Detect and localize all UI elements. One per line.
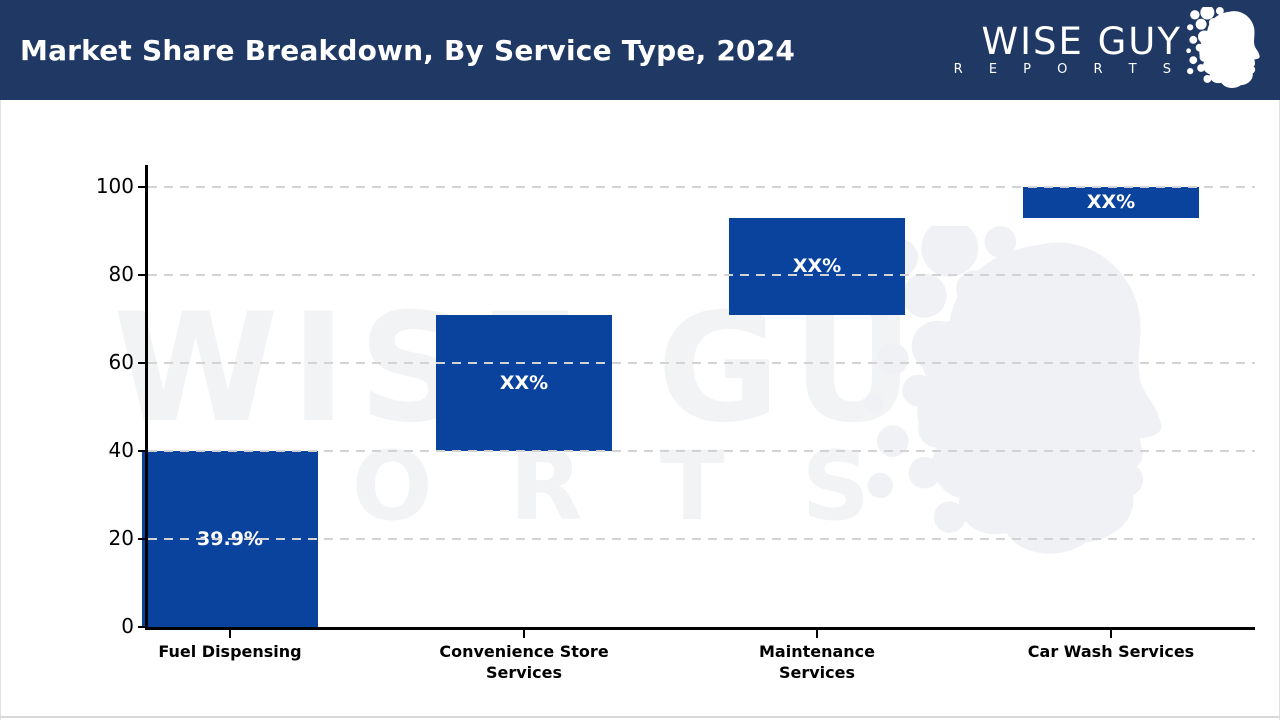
x-axis-tick-mark — [1110, 629, 1112, 638]
y-axis-tick-label: 100 — [95, 174, 134, 198]
bar: XX% — [436, 314, 612, 452]
gridline — [148, 274, 1255, 276]
gridline — [148, 186, 1255, 188]
logo-face-icon — [1186, 7, 1260, 88]
bar-value-label: XX% — [499, 372, 549, 394]
bar-value-label: XX% — [1086, 191, 1136, 214]
x-axis-tick-mark — [816, 629, 818, 638]
y-axis-tick-label: 40 — [108, 438, 134, 462]
logo-subtitle: R E P O R T S — [953, 62, 1182, 78]
x-axis-tick-mark — [229, 629, 231, 638]
x-axis-tick-mark — [523, 629, 525, 638]
y-axis-tick-label: 80 — [108, 262, 134, 286]
axis-left-spine — [145, 165, 148, 630]
header: Market Share Breakdown, By Service Type,… — [0, 0, 1280, 100]
page-title: Market Share Breakdown, By Service Type,… — [20, 33, 796, 67]
gridline — [148, 362, 1255, 364]
y-axis-tick-mark — [138, 538, 148, 540]
bar: XX% — [729, 217, 905, 315]
bar-value-label: XX% — [792, 255, 842, 278]
gridline — [148, 450, 1255, 452]
logo-wordmark: WISE GUY — [981, 19, 1182, 63]
x-axis-tick-label: Maintenance Services — [758, 642, 875, 683]
y-axis-tick-label: 60 — [108, 350, 134, 374]
y-axis-tick-mark — [138, 450, 148, 452]
y-axis-tick-mark — [138, 362, 148, 364]
y-axis-tick-mark — [138, 626, 148, 628]
bottom-rule — [0, 716, 1280, 718]
gridline — [148, 538, 1255, 540]
x-axis-tick-label: Car Wash Services — [1027, 642, 1195, 661]
logo-text: WISE GUY R E P O R T S — [953, 19, 1182, 78]
chart-area: 0 20 40 60 80 100 39.9% XX% XX% XX% Fuel Dispensin… — [0, 100, 1280, 720]
x-axis-tick-label: Convenience Store Services — [439, 642, 609, 683]
y-axis-tick-label: 20 — [108, 526, 134, 550]
wiseguy-logo: WISE GUY R E P O R T S — [954, 7, 1266, 93]
y-axis-tick-label: 0 — [121, 614, 134, 638]
x-axis-tick-label: Fuel Dispensing — [158, 642, 302, 661]
bar: XX% — [1023, 187, 1199, 218]
y-axis-tick-mark — [138, 186, 148, 188]
axis-bottom-spine — [145, 627, 1255, 630]
y-axis-tick-mark — [138, 274, 148, 276]
